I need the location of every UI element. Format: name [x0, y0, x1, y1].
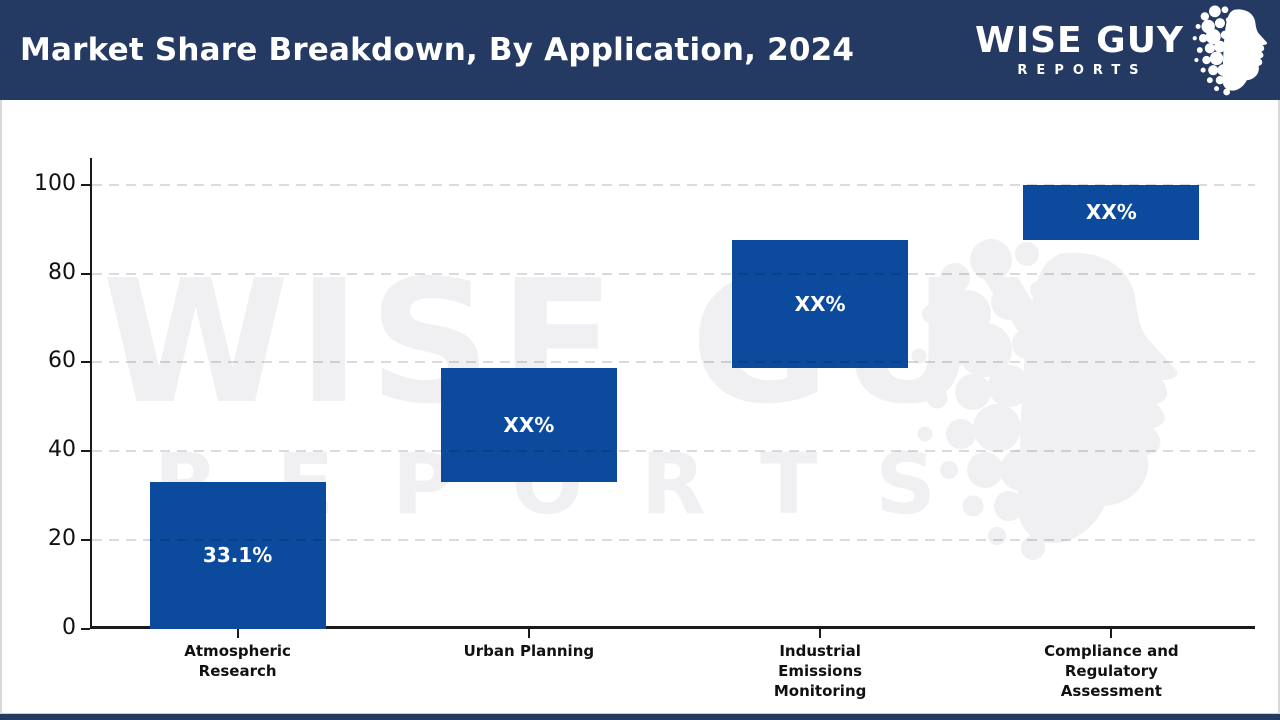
y-tick-mark-20	[81, 539, 90, 542]
bar-2: XX%	[440, 368, 617, 482]
y-tick-label-80: 80	[48, 259, 76, 285]
x-tick-mark-1	[236, 629, 239, 638]
x-tick-mark-2	[527, 629, 530, 638]
chart-canvas: WISE GUY REPORTS 0 20 40 60 80 100 33.1% Atmosp…	[0, 100, 1280, 714]
face-dots-icon	[1192, 5, 1268, 96]
logo-wordmark: WISE GUY	[974, 19, 1184, 61]
bar-value-label: XX%	[1085, 200, 1137, 225]
header-bar: Market Share Breakdown, By Application, …	[0, 0, 1280, 100]
x-category-label: Urban Planning	[463, 642, 595, 660]
y-tick-mark-40	[81, 450, 90, 453]
x-category-label: Industrial Emissions Monitoring	[773, 642, 867, 700]
bar-1: 33.1%	[149, 481, 326, 629]
grid-line-20	[92, 539, 1255, 542]
bar-value-label: 33.1%	[202, 543, 273, 568]
grid-line-100	[92, 183, 1255, 186]
bar-value-label: XX%	[794, 291, 846, 316]
x-category-label: Atmospheric Research	[184, 642, 291, 680]
y-tick-label-60: 60	[48, 348, 76, 374]
y-tick-mark-60	[81, 361, 90, 364]
bar-3: XX%	[732, 239, 909, 369]
y-tick-label-0: 0	[62, 615, 76, 640]
y-tick-mark-0	[81, 628, 90, 630]
plot-area: 0 20 40 60 80 100 33.1% Atmospheric Research XX% U…	[34, 158, 1255, 700]
bar-4: XX%	[1023, 184, 1200, 240]
footer-bar	[0, 714, 1280, 720]
grid-line-80	[92, 272, 1255, 275]
y-tick-label-40: 40	[48, 437, 76, 463]
grid-line-60	[92, 361, 1255, 364]
y-tick-label-100: 100	[34, 170, 76, 196]
x-tick-mark-4	[1110, 629, 1113, 638]
grid-line-40	[92, 450, 1255, 453]
y-tick-mark-100	[81, 183, 90, 186]
logo-subtitle: REPORTS	[1017, 62, 1148, 78]
y-tick-mark-80	[81, 272, 90, 275]
wise-guy-reports-logo: WISE GUY REPORTS	[975, 0, 1280, 100]
y-tick-label-20: 20	[48, 526, 76, 552]
x-tick-mark-3	[819, 629, 822, 638]
x-category-label: Compliance and Regulatory Assessment	[1044, 642, 1179, 700]
logo-text: WISE GUY REPORTS	[974, 19, 1184, 78]
page-title: Market Share Breakdown, By Application, …	[20, 32, 855, 68]
bar-value-label: XX%	[503, 413, 555, 438]
